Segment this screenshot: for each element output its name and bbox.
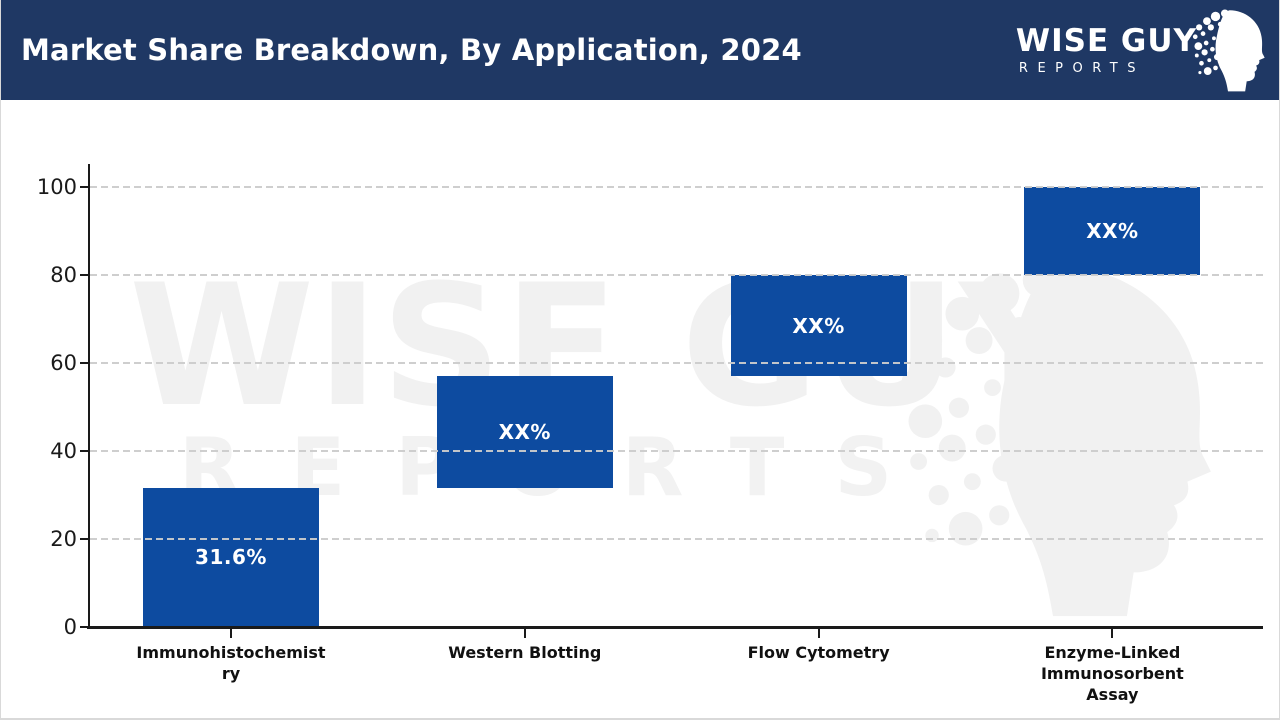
x-tick-mark-immunohistochemistry: [230, 629, 232, 638]
y-axis-spine: [88, 164, 90, 629]
wiseguy-logo: WISE GUY REPORTS: [1016, 7, 1267, 93]
bar-immunohistochemistry: 31.6%: [143, 487, 319, 627]
gridline-60: [90, 362, 1263, 364]
page-title: Market Share Breakdown, By Application, …: [21, 33, 802, 67]
x-category-label-enzyme-linked-immunosorbent-assay: Enzyme-Linked Immunosorbent Assay: [1040, 643, 1184, 704]
bar-enzyme-linked-immunosorbent-assay: XX%: [1024, 187, 1201, 275]
bar-value-label: XX%: [498, 420, 551, 445]
logo-subtext: REPORTS: [1018, 61, 1146, 76]
y-tick-label-20: 20: [50, 527, 77, 551]
x-tick-mark-enzyme-linked-immunosorbent-assay: [1111, 629, 1114, 638]
y-tick-label-100: 100: [36, 175, 77, 199]
logo-head-icon: [1192, 9, 1265, 92]
gridline-80: [90, 274, 1263, 276]
y-tick-mark-80: [80, 274, 89, 276]
header: Market Share Breakdown, By Application, …: [1, 0, 1279, 100]
x-category-label-western-blotting: Western Blotting: [448, 643, 602, 662]
x-tick-mark-western-blotting: [523, 629, 526, 638]
bar-value-label: XX%: [1086, 219, 1139, 243]
bar-flow-cytometry: XX%: [730, 275, 907, 377]
y-tick-label-40: 40: [50, 439, 77, 463]
x-category-label-flow-cytometry: Flow Cytometry: [747, 643, 890, 662]
logo-wordmark: WISE GUY: [1015, 23, 1197, 59]
gridline-20: [90, 538, 1263, 540]
gridline-40: [90, 450, 1263, 452]
x-category-label-immunohistochemistry: Immunohistochemist ry: [136, 643, 326, 683]
x-tick-mark-flow-cytometry: [817, 629, 820, 638]
gridline-100: [90, 186, 1263, 188]
y-tick-label-60: 60: [50, 351, 77, 375]
bar-value-label: 31.6%: [195, 545, 267, 570]
y-tick-label-80: 80: [50, 263, 77, 287]
y-tick-mark-20: [80, 538, 89, 540]
y-tick-mark-40: [80, 450, 89, 452]
y-tick-mark-0: [80, 626, 89, 628]
bar-value-label: XX%: [792, 313, 845, 338]
y-tick-mark-60: [80, 362, 89, 364]
bar-western-blotting: XX%: [436, 376, 613, 488]
y-tick-mark-100: [80, 186, 89, 188]
x-axis-spine: [87, 626, 1263, 629]
y-tick-label-0: 0: [63, 615, 77, 639]
